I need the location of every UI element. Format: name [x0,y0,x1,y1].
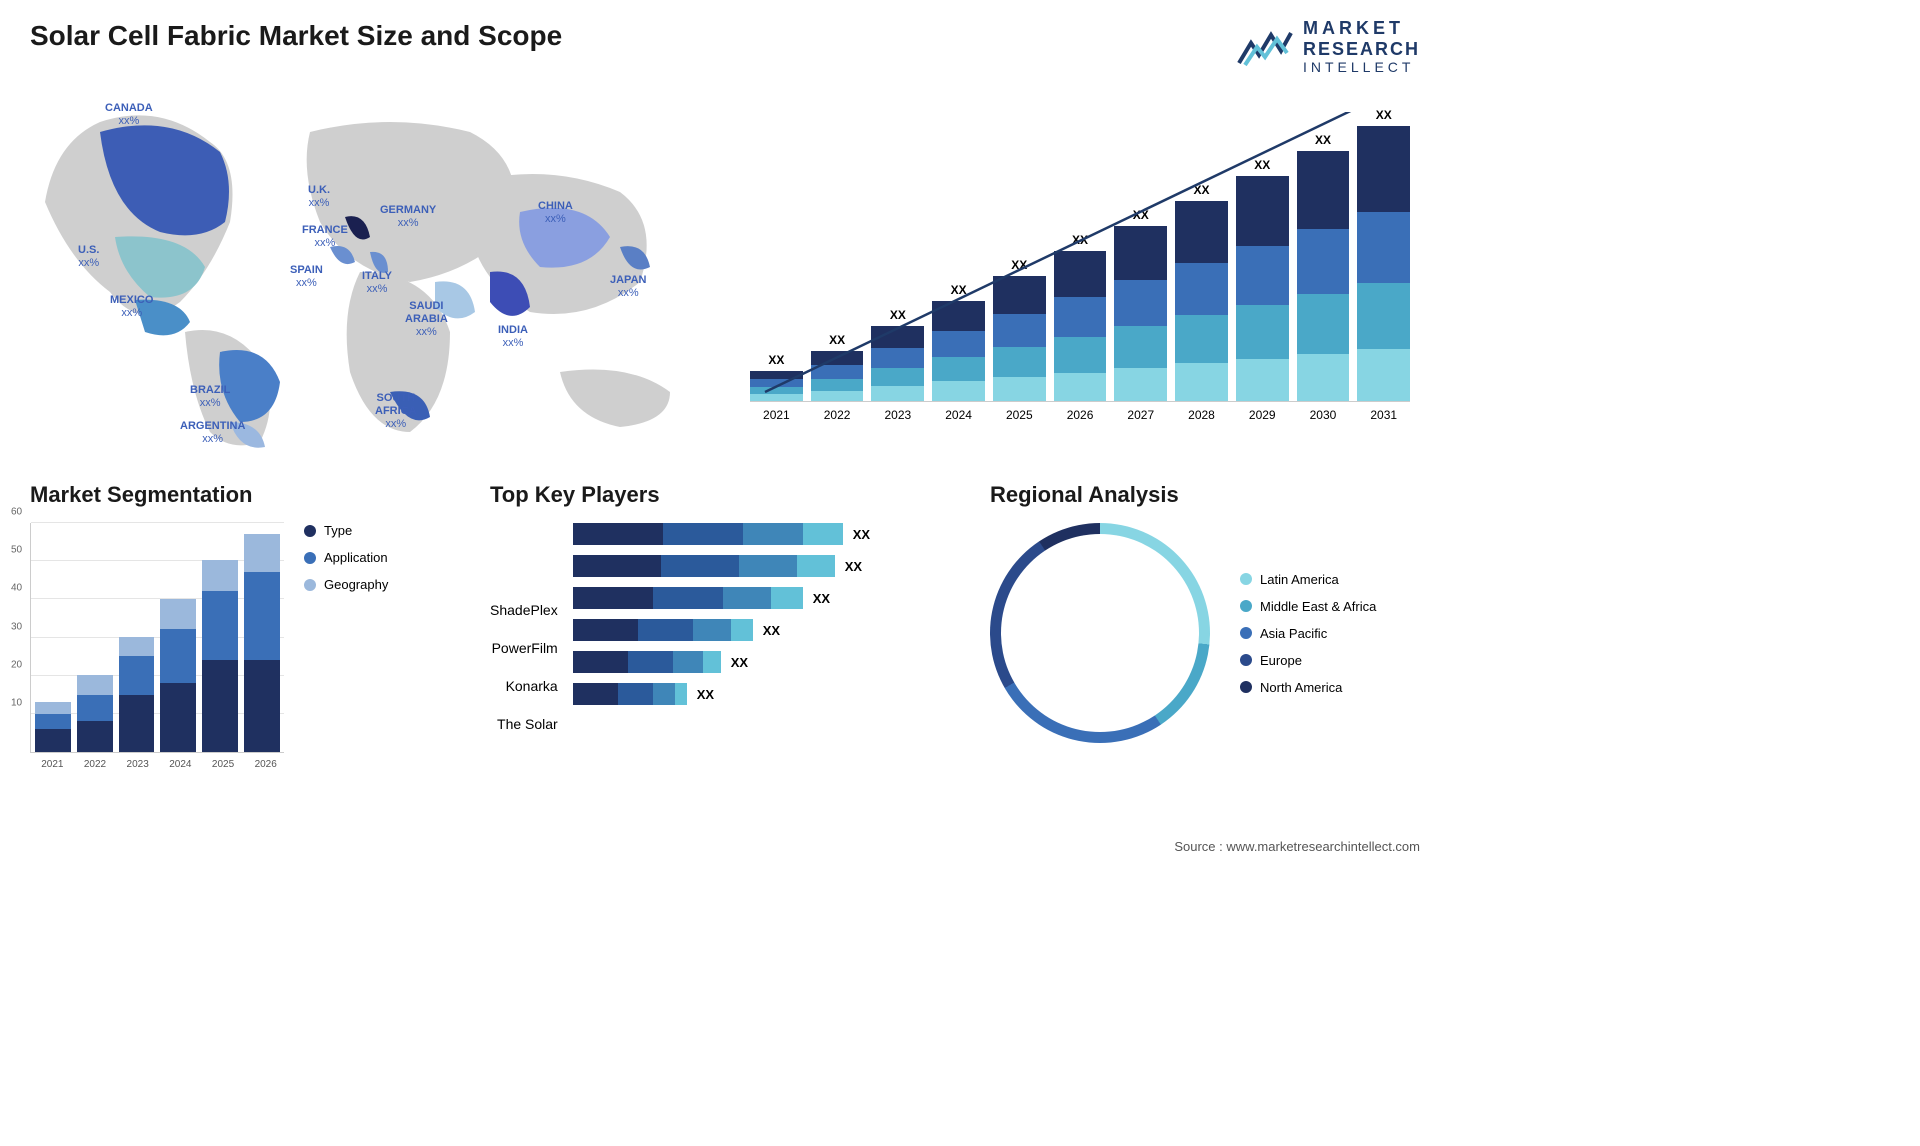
world-map-panel: CANADAxx% U.S.xx% MEXICOxx% BRAZILxx% ARGENT… [30,72,710,452]
player-bar: XX [573,619,960,641]
segmentation-bar [202,560,238,752]
player-bar: XX [573,523,960,545]
logo-mark-icon [1237,25,1293,69]
map-country-label: JAPANxx% [610,274,646,300]
segmentation-bar [244,534,280,752]
segmentation-bar [35,702,71,752]
key-players-chart: XX XX XX XX XX XX [573,523,960,739]
segmentation-bar [77,675,113,752]
growth-bar: XX [1175,183,1228,401]
legend-item: Asia Pacific [1240,626,1376,641]
growth-bar: XX [871,308,924,401]
map-country-label: U.S.xx% [78,244,99,270]
key-players-labels: ShadePlexPowerFilmKonarkaThe Solar [490,523,558,739]
legend-item: North America [1240,680,1376,695]
map-country-label: MEXICOxx% [110,294,153,320]
map-country-label: INDIAxx% [498,324,528,350]
segmentation-bar [160,599,196,752]
legend-item: Middle East & Africa [1240,599,1376,614]
growth-bar: XX [1114,208,1167,401]
map-country-label: CANADAxx% [105,102,153,128]
key-players-title: Top Key Players [490,482,960,508]
growth-bar: XX [993,258,1046,401]
regional-donut-chart [990,523,1210,743]
map-country-label: ITALYxx% [362,270,392,296]
key-players-panel: Top Key Players ShadePlexPowerFilmKonark… [490,482,960,770]
source-attribution: Source : www.marketresearchintellect.com [1174,839,1420,854]
player-bar: XX [573,555,960,577]
regional-panel: Regional Analysis Latin America Middle Ea… [990,482,1420,770]
map-country-label: CHINAxx% [538,200,573,226]
growth-bar: XX [932,283,985,401]
map-country-label: SPAINxx% [290,264,323,290]
legend-item: Geography [304,577,388,592]
brand-logo: MARKET RESEARCH INTELLECT [1237,18,1420,75]
map-country-label: U.K.xx% [308,184,330,210]
growth-chart: XXXXXXXXXXXXXXXXXXXXXX 20212022202320242… [740,72,1420,452]
page-title: Solar Cell Fabric Market Size and Scope [30,20,1420,52]
segmentation-title: Market Segmentation [30,482,460,508]
legend-item: Application [304,550,388,565]
regional-title: Regional Analysis [990,482,1420,508]
segmentation-chart: 102030405060 [30,523,284,753]
map-country-label: GERMANYxx% [380,204,436,230]
regional-legend: Latin America Middle East & Africa Asia Pa… [1240,572,1376,695]
growth-bar: XX [750,353,803,401]
map-country-label: ARGENTINAxx% [180,420,245,446]
player-bar: XX [573,683,960,705]
growth-bar: XX [811,333,864,401]
player-bar: XX [573,587,960,609]
player-bar: XX [573,651,960,673]
segmentation-panel: Market Segmentation 102030405060 2021202… [30,482,460,770]
growth-bar: XX [1357,108,1410,401]
map-country-label: SAUDIARABIAxx% [405,300,448,340]
growth-bar: XX [1297,133,1350,401]
legend-item: Type [304,523,388,538]
logo-text: MARKET RESEARCH INTELLECT [1303,18,1420,75]
world-map-icon [30,72,710,452]
legend-item: Europe [1240,653,1376,668]
segmentation-legend: Type Application Geography [304,523,388,770]
map-country-label: BRAZILxx% [190,384,230,410]
map-country-label: SOUTHAFRICAxx% [375,392,417,432]
map-country-label: FRANCExx% [302,224,348,250]
growth-bar: XX [1236,158,1289,401]
segmentation-bar [119,637,155,752]
legend-item: Latin America [1240,572,1376,587]
growth-bar: XX [1054,233,1107,401]
